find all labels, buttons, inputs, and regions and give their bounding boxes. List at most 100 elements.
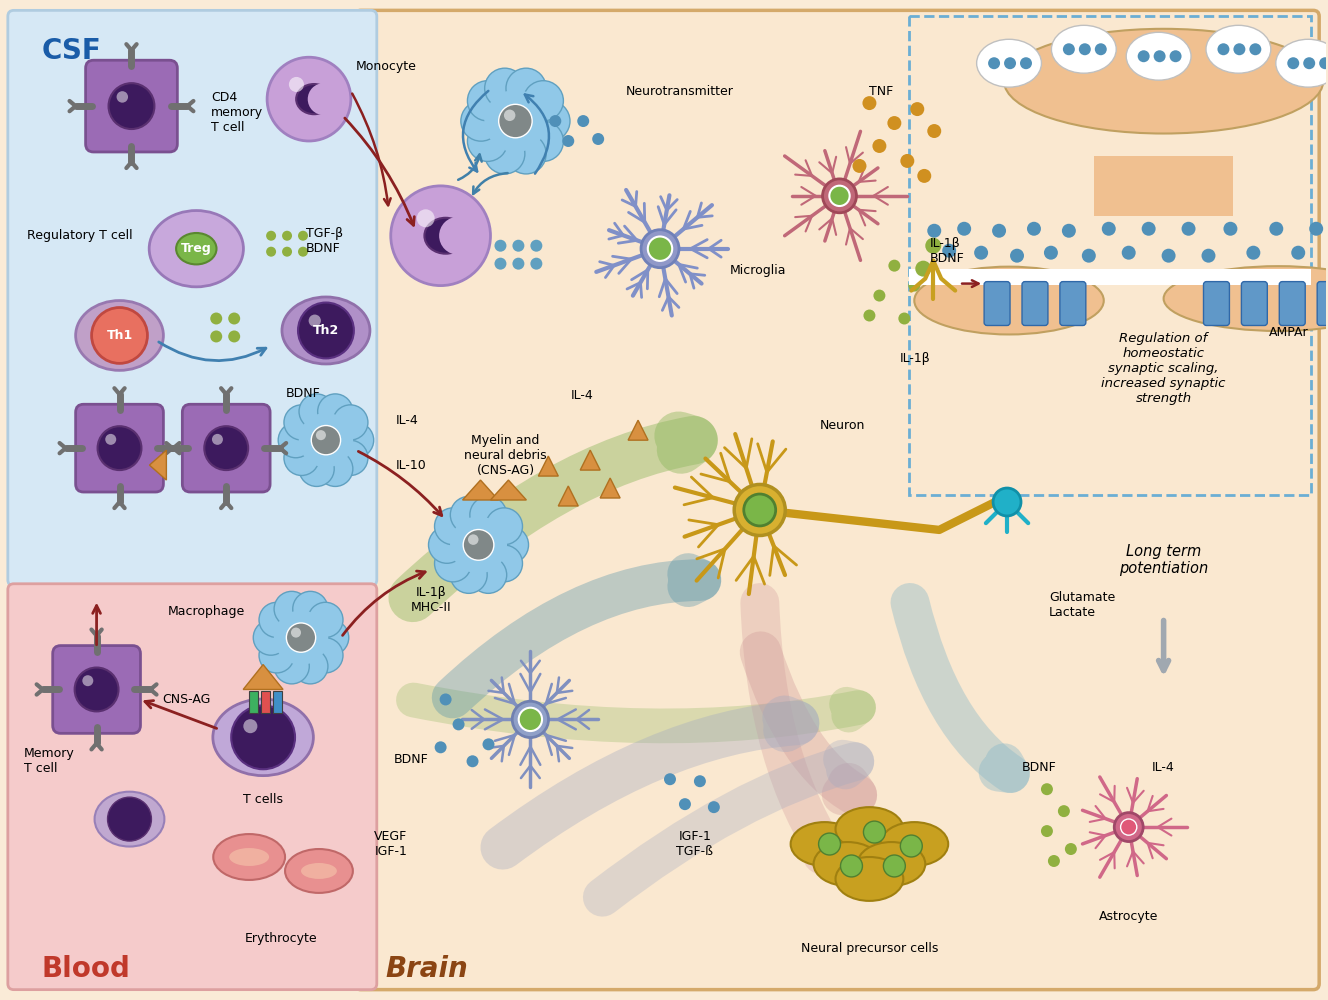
Polygon shape: [243, 665, 283, 689]
Circle shape: [550, 115, 562, 127]
Text: IL-1β
MHC-II: IL-1β MHC-II: [410, 586, 452, 614]
Polygon shape: [600, 478, 620, 498]
Circle shape: [266, 247, 276, 257]
Circle shape: [506, 68, 546, 108]
Circle shape: [231, 705, 295, 769]
Circle shape: [292, 649, 328, 684]
Circle shape: [648, 236, 672, 261]
Circle shape: [679, 798, 691, 810]
Circle shape: [339, 423, 373, 458]
Circle shape: [266, 231, 276, 241]
Circle shape: [494, 240, 506, 252]
Circle shape: [291, 628, 301, 638]
Text: Regulatory T cell: Regulatory T cell: [27, 229, 133, 242]
Circle shape: [308, 638, 343, 673]
Circle shape: [900, 835, 922, 857]
Bar: [250, 691, 258, 713]
FancyBboxPatch shape: [910, 16, 1311, 495]
FancyBboxPatch shape: [182, 404, 270, 492]
Circle shape: [92, 308, 147, 363]
Circle shape: [1094, 43, 1106, 55]
Circle shape: [863, 821, 886, 843]
Circle shape: [822, 179, 857, 213]
Circle shape: [440, 217, 477, 255]
Circle shape: [1078, 43, 1090, 55]
Ellipse shape: [301, 863, 337, 879]
Circle shape: [299, 413, 353, 467]
Circle shape: [1170, 50, 1182, 62]
Circle shape: [485, 68, 525, 108]
Circle shape: [316, 430, 325, 440]
FancyBboxPatch shape: [76, 404, 163, 492]
Circle shape: [313, 620, 349, 655]
Circle shape: [498, 104, 533, 138]
Circle shape: [841, 855, 862, 877]
Text: IL-1β
BDNF: IL-1β BDNF: [930, 237, 964, 265]
FancyBboxPatch shape: [1242, 282, 1267, 325]
FancyBboxPatch shape: [1023, 282, 1048, 325]
Circle shape: [486, 545, 522, 582]
Circle shape: [210, 313, 222, 324]
Circle shape: [274, 610, 328, 665]
Circle shape: [243, 719, 258, 733]
Circle shape: [1138, 50, 1150, 62]
Ellipse shape: [1276, 39, 1328, 87]
Circle shape: [695, 775, 706, 787]
Polygon shape: [628, 420, 648, 440]
FancyBboxPatch shape: [1203, 282, 1230, 325]
Circle shape: [513, 701, 548, 738]
Circle shape: [900, 154, 914, 168]
Polygon shape: [558, 486, 578, 506]
Circle shape: [915, 261, 931, 277]
Circle shape: [1011, 249, 1024, 263]
Circle shape: [333, 440, 368, 475]
Circle shape: [287, 623, 316, 652]
Circle shape: [292, 591, 328, 627]
Text: Glutamate
Lactate: Glutamate Lactate: [1049, 591, 1116, 619]
Circle shape: [503, 110, 515, 121]
Circle shape: [992, 224, 1007, 238]
Text: Brain: Brain: [385, 955, 469, 983]
Circle shape: [1309, 222, 1323, 236]
Circle shape: [434, 508, 471, 545]
Circle shape: [109, 83, 154, 129]
Circle shape: [254, 620, 288, 655]
Circle shape: [887, 116, 902, 130]
Ellipse shape: [835, 807, 903, 851]
Circle shape: [205, 426, 248, 470]
Circle shape: [482, 738, 494, 750]
Bar: [910, 269, 1311, 285]
Circle shape: [317, 451, 353, 486]
Circle shape: [1182, 222, 1195, 236]
Circle shape: [744, 494, 776, 526]
Circle shape: [290, 77, 304, 92]
Circle shape: [74, 668, 118, 711]
Circle shape: [1319, 57, 1328, 69]
Text: IL-4: IL-4: [570, 389, 594, 402]
Circle shape: [467, 81, 507, 121]
Circle shape: [108, 797, 151, 841]
Circle shape: [1270, 222, 1283, 236]
Circle shape: [317, 394, 353, 429]
Ellipse shape: [914, 267, 1104, 334]
FancyBboxPatch shape: [8, 584, 377, 990]
Text: Blood: Blood: [41, 955, 130, 983]
Polygon shape: [462, 480, 498, 500]
Circle shape: [117, 91, 127, 103]
Circle shape: [853, 159, 866, 173]
Circle shape: [1122, 246, 1135, 260]
Text: Macrophage: Macrophage: [167, 605, 244, 618]
Circle shape: [888, 260, 900, 272]
Ellipse shape: [214, 834, 286, 880]
Circle shape: [485, 134, 525, 174]
Circle shape: [274, 591, 309, 627]
Text: Erythrocyte: Erythrocyte: [244, 932, 317, 945]
Ellipse shape: [790, 822, 858, 866]
Text: TNF: TNF: [870, 85, 894, 98]
Text: Monocyte: Monocyte: [356, 60, 417, 73]
Ellipse shape: [1163, 266, 1328, 331]
Circle shape: [453, 718, 465, 730]
Circle shape: [210, 330, 222, 342]
Text: IL-4: IL-4: [1153, 761, 1175, 774]
Circle shape: [1044, 246, 1058, 260]
